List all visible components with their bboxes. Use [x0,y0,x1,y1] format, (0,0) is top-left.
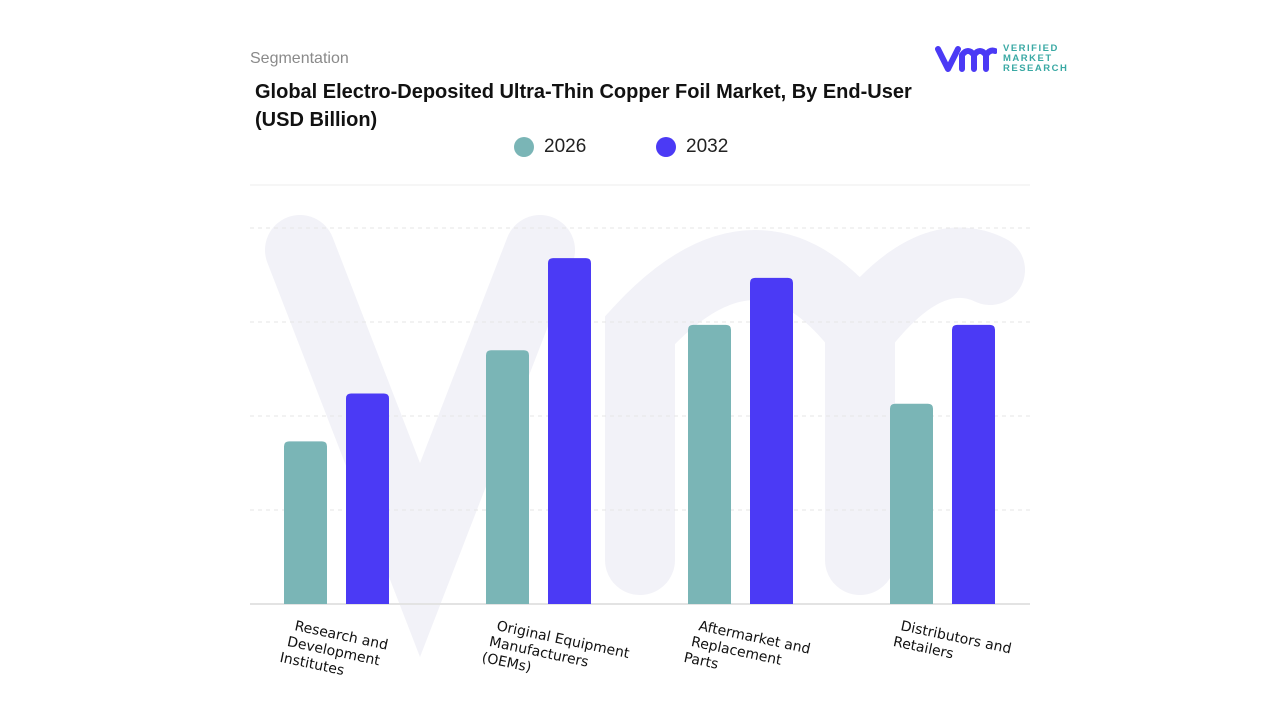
legend-swatch [514,137,534,157]
watermark [265,215,1025,657]
bar-2032 [750,277,793,604]
legend: 2026 2032 [0,136,1280,160]
bar-2026 [486,350,529,604]
bar-2026 [890,403,933,604]
logo-line: MARKET [1003,53,1053,64]
legend-label: 2032 [686,136,729,157]
x-tick-label-line: Parts [682,650,720,673]
bar-2032 [952,324,995,604]
legend-label: 2026 [544,136,587,157]
bar-2026 [688,324,731,604]
logo-line: RESEARCH [1003,63,1069,74]
bar-2032 [548,258,591,604]
legend-item-2032: 2032 [656,136,728,158]
logo: VERIFIED MARKET RESEARCH [935,44,1068,74]
bar-2032 [346,393,389,604]
legend-item-2026: 2026 [514,136,586,158]
bar-2026 [284,441,327,604]
logo-line: VERIFIED [1003,43,1059,54]
chart-title: Global Electro-Deposited Ultra-Thin Copp… [255,81,912,131]
vmr-logo-icon [935,46,997,72]
segment-label: Segmentation [250,50,349,67]
legend-swatch [656,137,676,157]
